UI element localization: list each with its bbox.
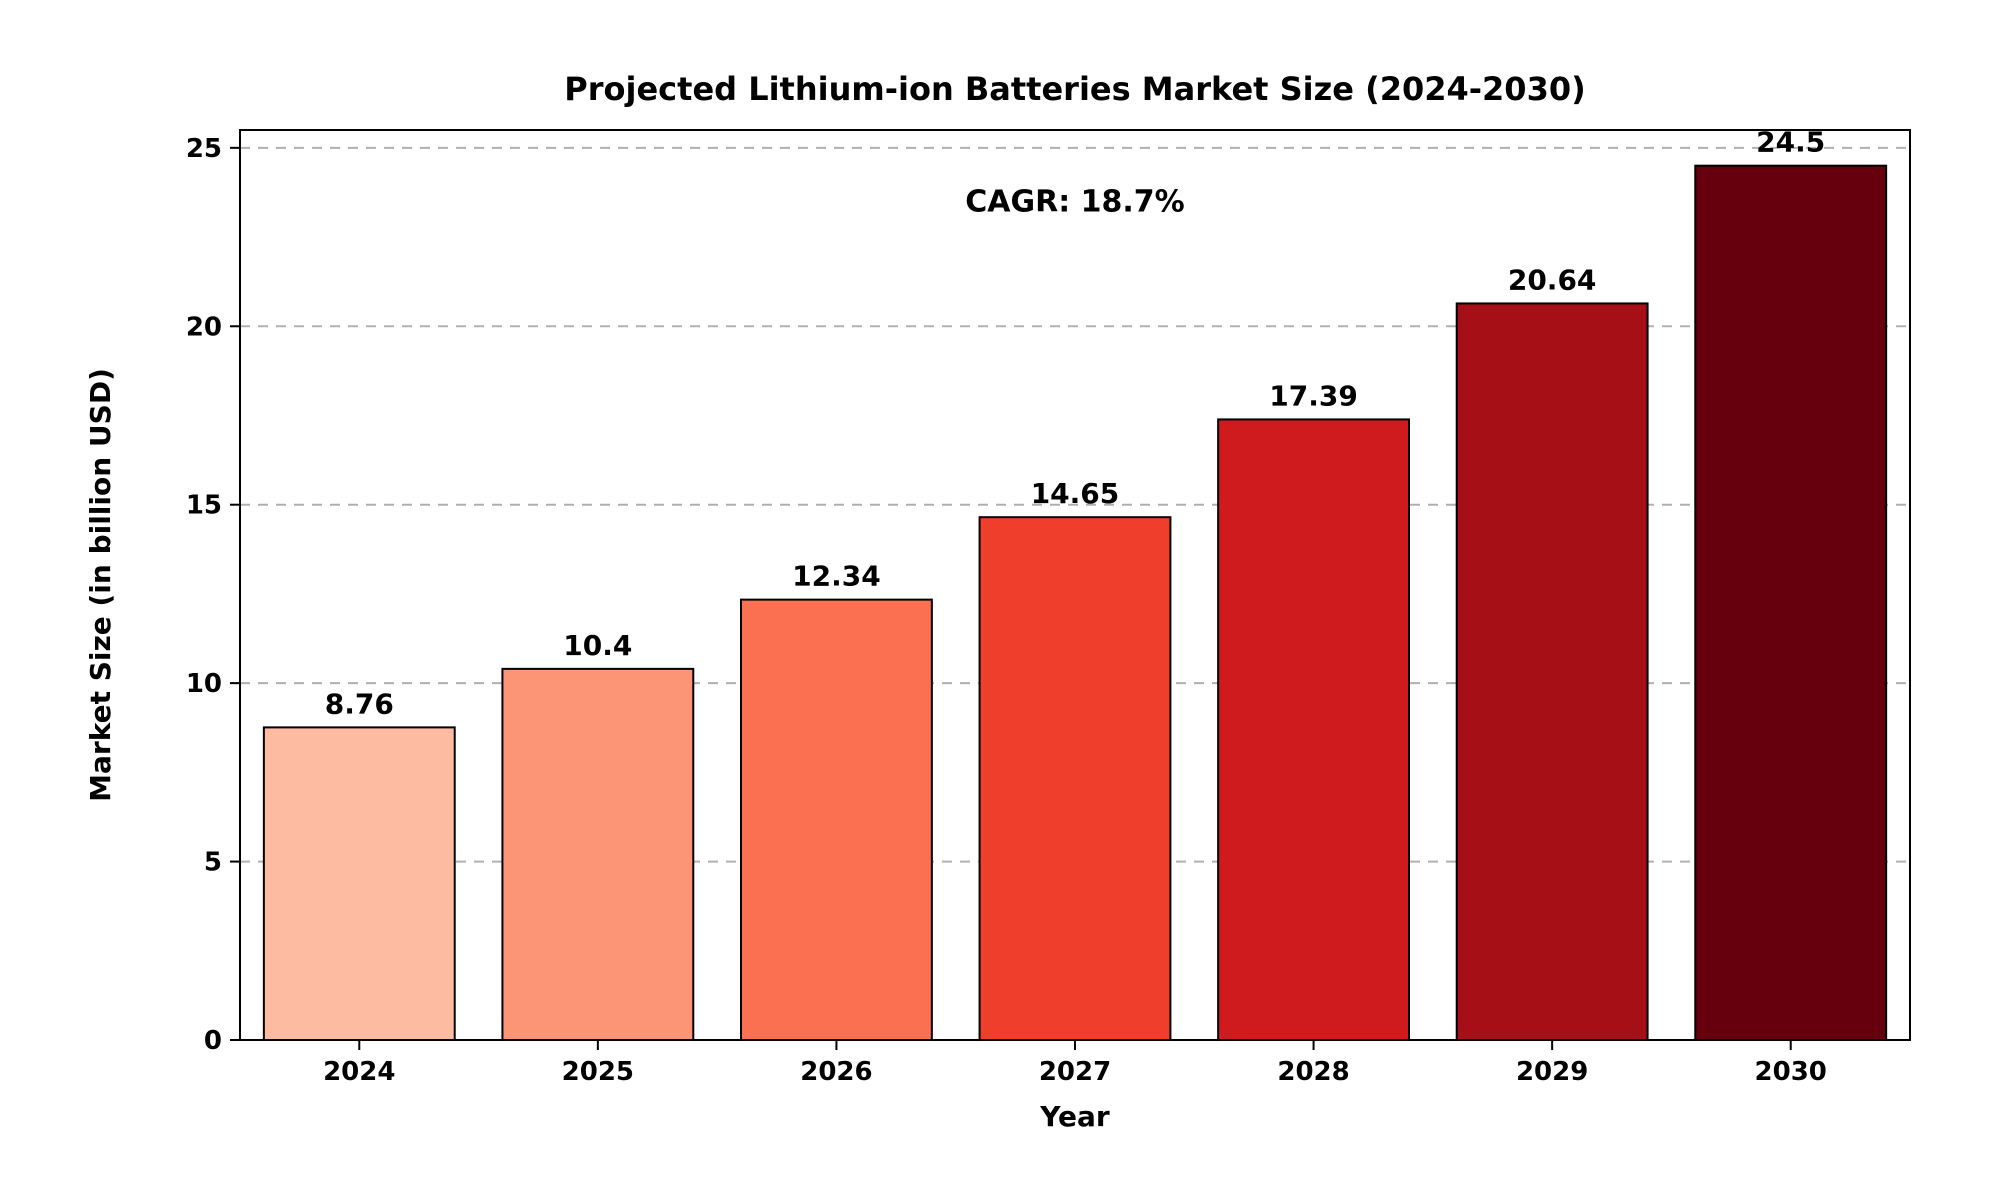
- bar-value-label: 17.39: [1269, 379, 1358, 412]
- bar: [741, 600, 932, 1040]
- bar-value-label: 8.76: [325, 687, 394, 720]
- y-tick-label: 5: [204, 848, 222, 878]
- bar: [502, 669, 693, 1040]
- bar-value-label: 14.65: [1031, 477, 1120, 510]
- cagr-annotation: CAGR: 18.7%: [965, 184, 1184, 219]
- x-tick-label: 2024: [323, 1057, 395, 1087]
- y-tick-label: 0: [204, 1026, 222, 1056]
- y-tick-label: 20: [186, 312, 222, 342]
- y-axis-label: Market Size (in billion USD): [84, 368, 117, 802]
- y-tick-label: 25: [186, 134, 222, 164]
- bar-value-label: 10.4: [563, 629, 632, 662]
- x-tick-label: 2030: [1755, 1057, 1827, 1087]
- bar: [980, 517, 1171, 1040]
- bar: [1218, 419, 1409, 1040]
- chart-title: Projected Lithium-ion Batteries Market S…: [564, 70, 1585, 108]
- bar-value-label: 12.34: [792, 560, 881, 593]
- x-tick-label: 2026: [800, 1057, 872, 1087]
- y-tick-label: 10: [186, 669, 222, 699]
- bar: [1695, 166, 1886, 1040]
- bar-value-label: 20.64: [1508, 263, 1597, 296]
- bar: [1457, 303, 1648, 1040]
- bar: [264, 727, 455, 1040]
- x-axis-label: Year: [1039, 1100, 1110, 1133]
- x-tick-label: 2025: [562, 1057, 634, 1087]
- bar-chart: 05101520258.76202410.4202512.34202614.65…: [0, 0, 2000, 1200]
- x-tick-label: 2028: [1277, 1057, 1349, 1087]
- x-tick-label: 2029: [1516, 1057, 1588, 1087]
- x-tick-label: 2027: [1039, 1057, 1111, 1087]
- y-tick-label: 15: [186, 491, 222, 521]
